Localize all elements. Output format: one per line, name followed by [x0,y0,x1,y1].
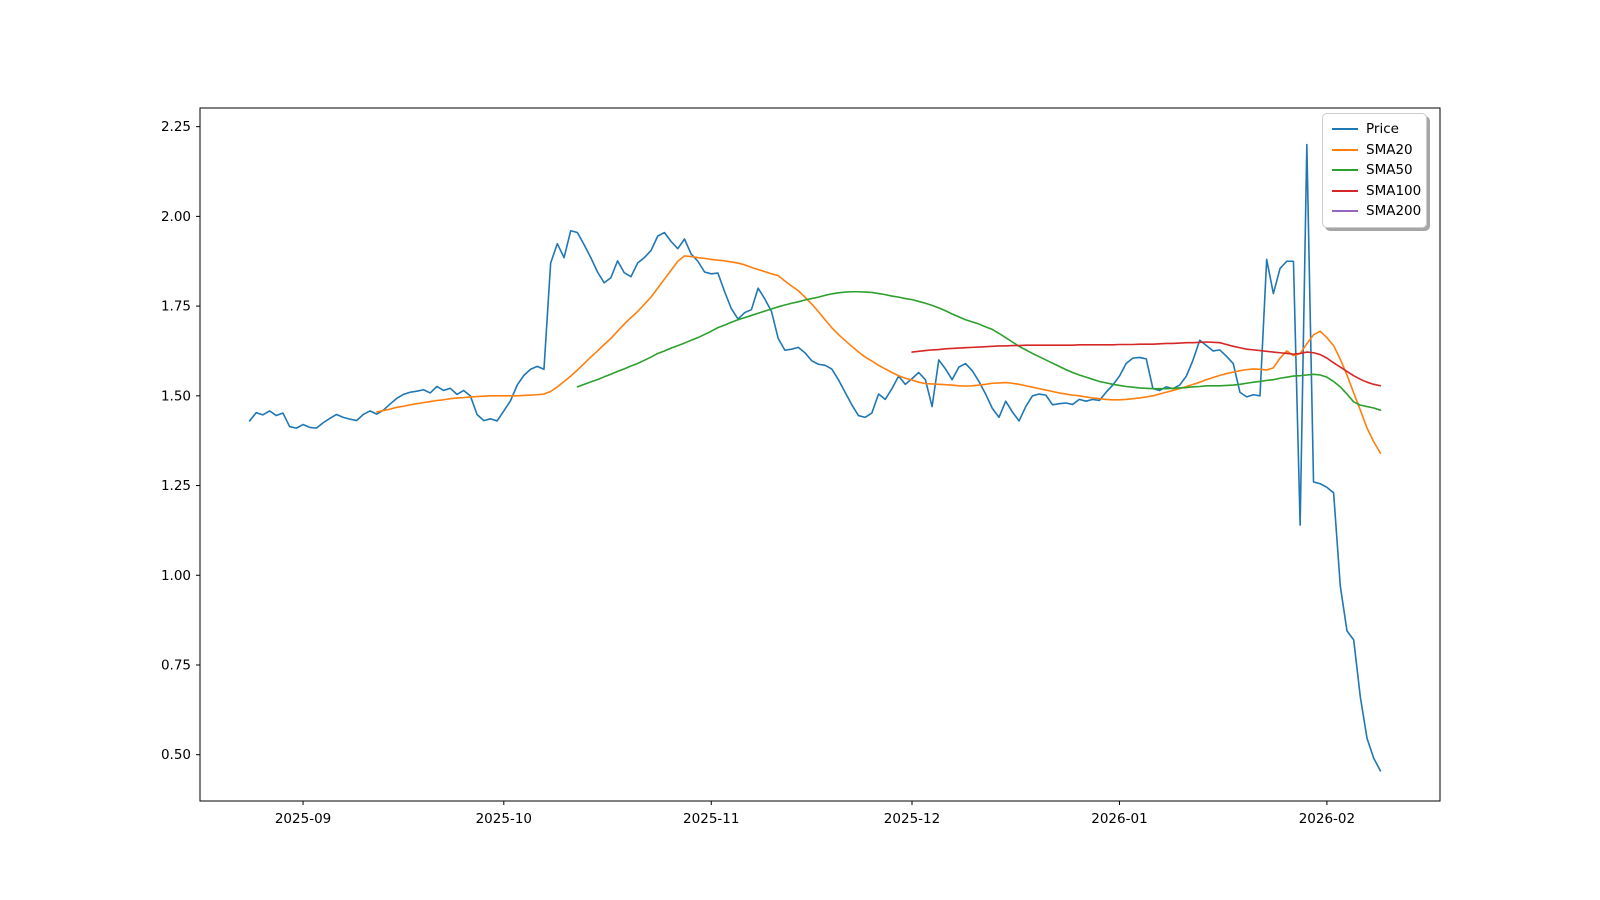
sma100-line [911,341,1382,387]
sma50-line-swatch [1332,169,1358,172]
legend-item-sma50: SMA50 [1332,160,1418,181]
y-tick-label: 2.00 [161,209,191,225]
y-tick-label: 1.50 [161,388,191,404]
x-tick-label: 2025-11 [683,811,739,827]
x-tick-label: 2026-02 [1299,811,1355,827]
price-line-swatch [1332,128,1358,131]
plot-border [199,107,1441,802]
y-tick-label: 0.75 [161,657,191,673]
legend-label-sma50: SMA50 [1366,162,1413,179]
sma50-line [576,290,1382,411]
x-tick-label: 2026-01 [1091,811,1147,827]
x-tick-label: 2025-10 [476,811,532,827]
y-tick-label: 1.25 [161,478,191,494]
sma200-line-swatch [1332,210,1358,213]
legend-label-sma100: SMA100 [1366,182,1422,199]
legend-label-sma20: SMA20 [1366,141,1413,158]
y-tick-label: 0.50 [161,747,191,763]
legend-item-price: Price [1332,119,1418,140]
x-tick-label: 2025-12 [884,811,940,827]
legend-label-sma200: SMA200 [1366,203,1422,220]
legend-label-price: Price [1366,121,1399,138]
sma20-line [375,255,1382,455]
legend-item-sma100: SMA100 [1332,181,1422,202]
price-line [248,143,1382,772]
y-tick-label: 1.00 [161,568,191,584]
legend-item-sma200: SMA200 [1332,201,1422,222]
y-tick-label: 1.75 [161,299,191,315]
chart-legend: Price SMA20 SMA50 SMA100 SMA200 [1322,113,1427,228]
legend-item-sma20: SMA20 [1332,140,1418,161]
y-tick-label: 2.25 [161,119,191,135]
sma20-line-swatch [1332,148,1358,151]
sma100-line-swatch [1332,189,1358,192]
x-tick-label: 2025-09 [275,811,331,827]
